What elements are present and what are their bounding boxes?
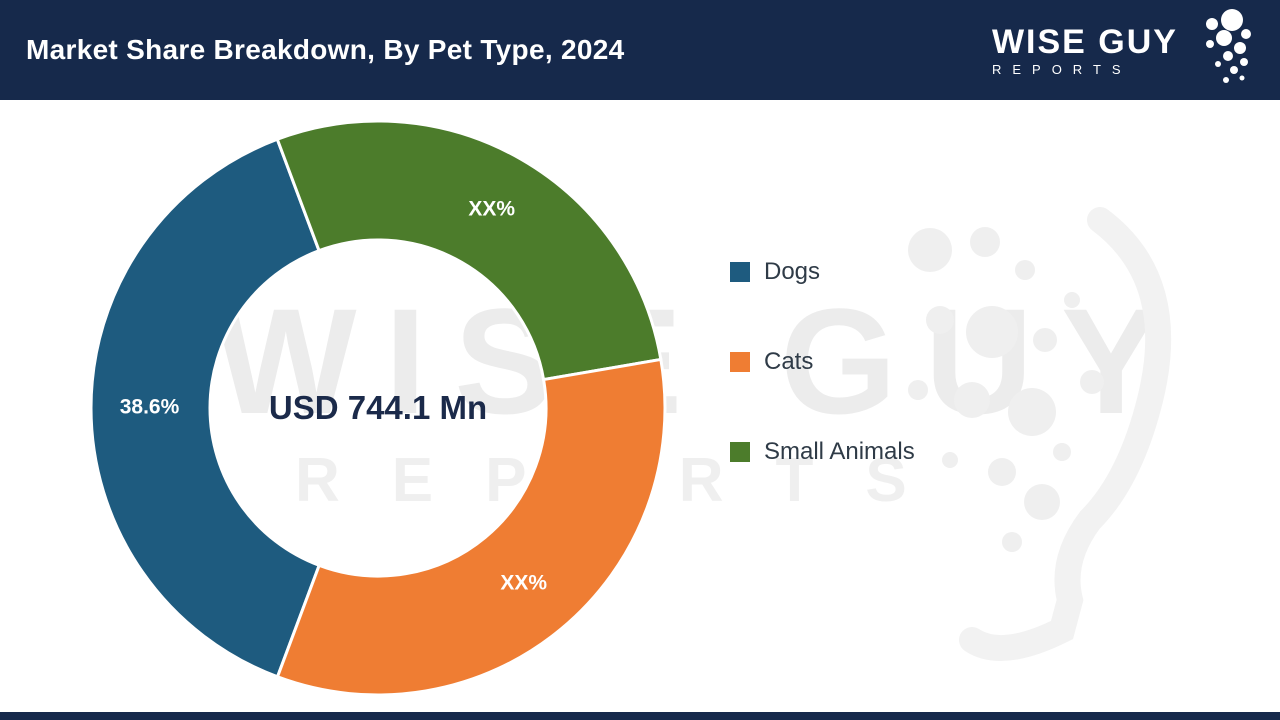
legend-item-cats: Cats [730,348,915,376]
donut-segment-dogs [89,137,322,679]
donut-segment-label-dogs: 38.6% [120,396,180,419]
dotted-head-icon [1188,8,1254,93]
legend-item-small-animals: Small Animals [730,438,915,466]
donut-segment-cats [275,357,667,697]
chart-area: WISE GUY REPORTS 38.6%XX%XX% USD 744.1 M… [0,100,1280,712]
watermark-dotted-head [908,207,1172,661]
legend-swatch-dogs [730,262,750,282]
donut-segment-label-small-animals: XX% [468,197,515,220]
brand-logo-text: WISE GUY REPORTS [992,25,1178,76]
legend-swatch-small-animals [730,442,750,462]
donut-chart: 38.6% XX% XX% [89,119,667,697]
brand-name: WISE GUY [991,22,1178,61]
chart-center-value: USD 744.1 Mn [268,389,488,426]
legend-label-dogs: Dogs [764,258,821,285]
chart-legend: Dogs Cats Small Animals [730,258,915,528]
watermark-brand-text: WISE GUY [215,277,1190,445]
donut-segment-small-animals [275,119,663,382]
header-bar: Market Share Breakdown, By Pet Type, 202… [0,0,1280,100]
legend-swatch-cats [730,352,750,372]
legend-item-dogs: Dogs [730,258,915,286]
page-title: Market Share Breakdown, By Pet Type, 202… [26,34,625,65]
legend-label-small-animals: Small Animals [764,438,915,465]
brand-subtitle: REPORTS [991,61,1132,77]
footer-bar [0,712,1280,720]
donut-segment-label-cats: XX% [500,572,547,595]
brand-logo: WISE GUY REPORTS [992,8,1254,93]
legend-label-cats: Cats [764,348,814,375]
